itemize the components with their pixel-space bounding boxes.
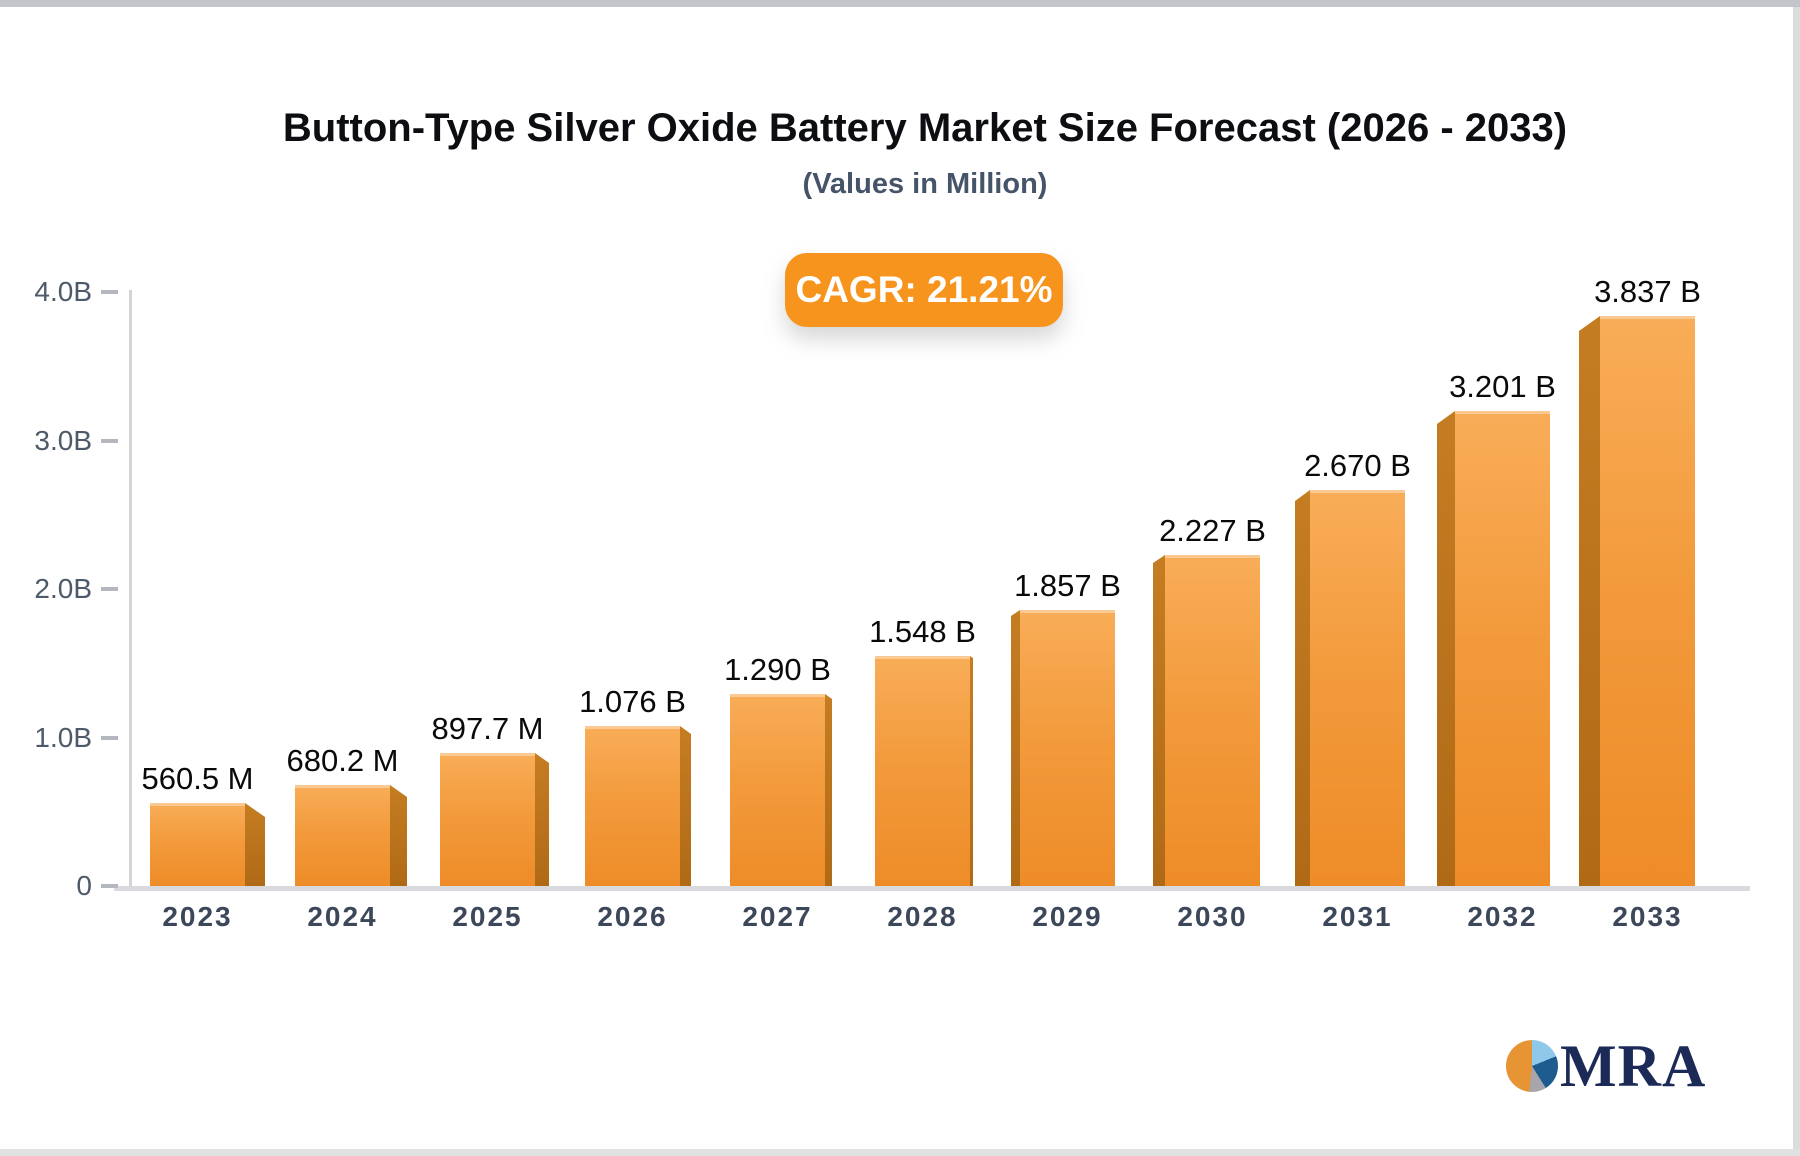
chart-title: Button-Type Silver Oxide Battery Market … [282,106,1568,150]
bar-value-label-2025: 897.7 M [431,711,544,746]
bar-value-label-2023: 560.5 M [141,761,254,796]
y-tick-dash [101,290,118,294]
pie-chart-logo-icon [1506,1040,1558,1092]
x-axis-label-2024: 2024 [307,901,378,932]
x-axis-label-2025: 2025 [452,901,523,932]
bar-2033 [1600,316,1695,886]
bar-side-2025 [535,753,549,886]
bar-2027 [730,694,825,886]
bar-2031 [1310,490,1405,886]
y-tick-label: 2.0B [34,573,92,604]
y-tick-dash [101,736,118,740]
x-axis-label-2023: 2023 [162,901,233,932]
bar-value-label-2032: 3.201 B [1449,369,1556,404]
x-axis-label-2030: 2030 [1177,901,1248,932]
y-tick-dash [101,587,118,591]
x-axis-label-2029: 2029 [1032,901,1103,932]
bar-value-label-2031: 2.670 B [1304,448,1411,483]
y-tick-label: 4.0B [34,276,92,307]
bar-2025 [440,753,535,886]
y-axis-line [129,290,132,886]
bar-2030 [1165,555,1260,886]
bar-value-label-2029: 1.857 B [1014,568,1121,603]
bar-value-label-2027: 1.290 B [724,652,831,687]
bar-side-2028 [970,656,973,886]
x-axis-baseline [114,886,1750,891]
bar-side-2033 [1579,316,1600,886]
bar-2026 [585,726,680,886]
x-axis-label-2033: 2033 [1612,901,1683,932]
bar-side-2026 [680,726,691,886]
y-tick-label: 1.0B [34,722,92,753]
bar-2029 [1020,610,1115,886]
x-axis-label-2031: 2031 [1322,901,1393,932]
chart-subtitle: (Values in Million) [802,168,1048,200]
y-tick-label: 0 [76,870,92,901]
cagr-badge: CAGR: 21.21% [785,253,1063,327]
bar-side-2024 [390,785,407,886]
bar-value-label-2028: 1.548 B [869,614,976,649]
window-edge-top [0,0,1800,7]
window-edge-bottom [0,1149,1800,1156]
bar-value-label-2024: 680.2 M [286,743,399,778]
bar-side-2032 [1437,411,1455,886]
y-tick-dash [101,884,118,888]
window-edge-right [1793,7,1800,1149]
y-tick-label: 3.0B [34,425,92,456]
bar-2028 [875,656,970,886]
x-axis-label-2028: 2028 [887,901,958,932]
logo-text: MRA [1560,1033,1707,1099]
bar-value-label-2033: 3.837 B [1594,274,1701,309]
x-axis-label-2026: 2026 [597,901,668,932]
bar-side-2027 [825,694,832,886]
bar-side-2029 [1011,610,1020,886]
bar-2023 [150,803,245,886]
bar-2032 [1455,411,1550,886]
y-tick-dash [101,439,118,443]
bar-side-2031 [1295,490,1310,886]
x-axis-label-2027: 2027 [742,901,813,932]
bar-value-label-2026: 1.076 B [579,684,686,719]
mra-logo: MRA [1506,1033,1707,1099]
bar-value-label-2030: 2.227 B [1159,513,1266,548]
bar-side-2030 [1153,555,1165,886]
x-axis-label-2032: 2032 [1467,901,1538,932]
bar-side-2023 [245,803,265,886]
bar-2024 [295,785,390,886]
